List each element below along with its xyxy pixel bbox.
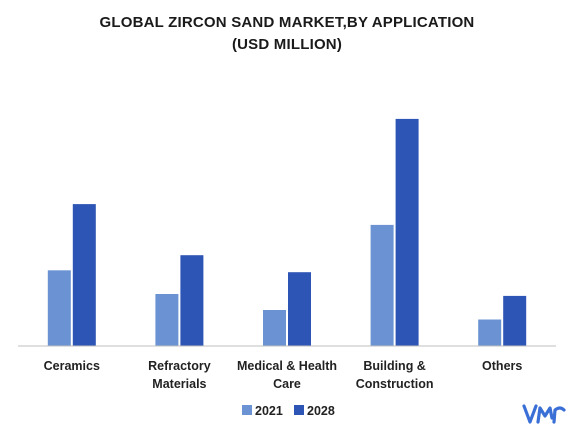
category-label-2-1: Care bbox=[273, 377, 301, 391]
legend-swatch-2028 bbox=[294, 405, 304, 415]
logo-r-mark bbox=[552, 406, 566, 424]
category-label-0-0: Ceramics bbox=[44, 359, 100, 373]
chart-title-line-2: (USD MILLION) bbox=[231, 36, 343, 53]
category-label-4-0: Others bbox=[482, 359, 522, 373]
bar-2021-2 bbox=[263, 310, 286, 346]
logo-v-mark bbox=[522, 404, 538, 424]
category-label-3-0: Building & bbox=[363, 359, 426, 373]
bar-2028-3 bbox=[395, 118, 419, 347]
bar-2028-1 bbox=[180, 255, 204, 346]
bar-2028-0 bbox=[72, 204, 96, 346]
bar-2021-1 bbox=[155, 294, 179, 346]
legend-swatch-2021 bbox=[242, 405, 252, 415]
bar-2021-0 bbox=[47, 270, 71, 346]
legend-label-2021: 2021 bbox=[255, 404, 283, 418]
category-labels: Ceramics Refractory Materials Medical & Hea… bbox=[44, 359, 523, 391]
chart-title-line-1: GLOBAL ZIRCON SAND MARKET,BY APPLICATION bbox=[99, 14, 475, 31]
legend-label-2028: 2028 bbox=[307, 404, 335, 418]
logo-m-mark bbox=[536, 406, 554, 424]
bar-2028-4 bbox=[503, 295, 527, 346]
bar-2021-3 bbox=[370, 224, 394, 346]
category-label-3-1: Construction bbox=[356, 377, 434, 391]
category-label-2-0: Medical & Health bbox=[237, 359, 337, 373]
bar-2028-2 bbox=[288, 272, 311, 346]
vmr-logo-icon bbox=[522, 404, 566, 424]
bar-2021-4 bbox=[478, 319, 502, 346]
legend: 2021 2028 bbox=[242, 404, 335, 418]
category-label-1-1: Materials bbox=[152, 377, 206, 391]
bars-group bbox=[47, 118, 527, 347]
category-label-1-0: Refractory bbox=[148, 359, 211, 373]
